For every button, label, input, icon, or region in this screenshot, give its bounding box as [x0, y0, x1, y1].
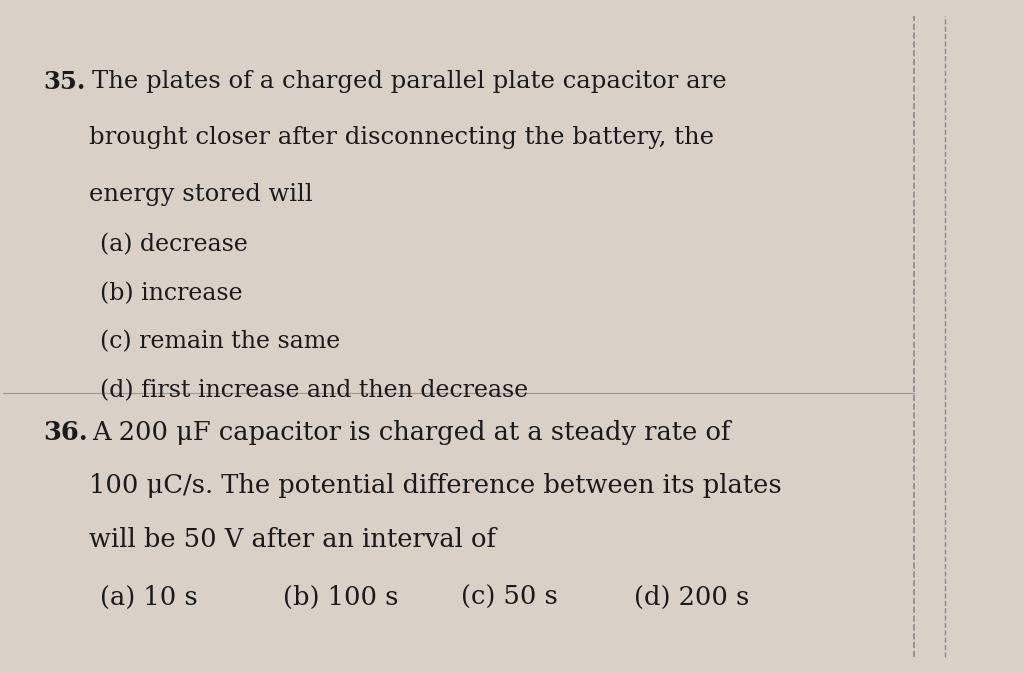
Text: will be 50 V after an interval of: will be 50 V after an interval of	[89, 527, 497, 552]
Text: 36.: 36.	[43, 420, 88, 445]
Text: brought closer after disconnecting the battery, the: brought closer after disconnecting the b…	[89, 127, 715, 149]
Text: A 200 μF capacitor is charged at a steady rate of: A 200 μF capacitor is charged at a stead…	[92, 420, 731, 445]
Text: (c) remain the same: (c) remain the same	[99, 330, 340, 353]
Text: 35.: 35.	[43, 69, 86, 94]
Text: (b) 100 s: (b) 100 s	[283, 585, 398, 610]
Text: (c) 50 s: (c) 50 s	[461, 585, 558, 610]
Text: (b) increase: (b) increase	[99, 282, 242, 305]
Text: (d) 200 s: (d) 200 s	[634, 585, 750, 610]
Text: The plates of a charged parallel plate capacitor are: The plates of a charged parallel plate c…	[92, 69, 727, 92]
Text: energy stored will: energy stored will	[89, 183, 313, 206]
Text: (a) decrease: (a) decrease	[99, 233, 248, 256]
Text: (d) first increase and then decrease: (d) first increase and then decrease	[99, 379, 527, 402]
Text: 100 μC/s. The potential difference between its plates: 100 μC/s. The potential difference betwe…	[89, 473, 782, 498]
Text: (a) 10 s: (a) 10 s	[99, 585, 198, 610]
